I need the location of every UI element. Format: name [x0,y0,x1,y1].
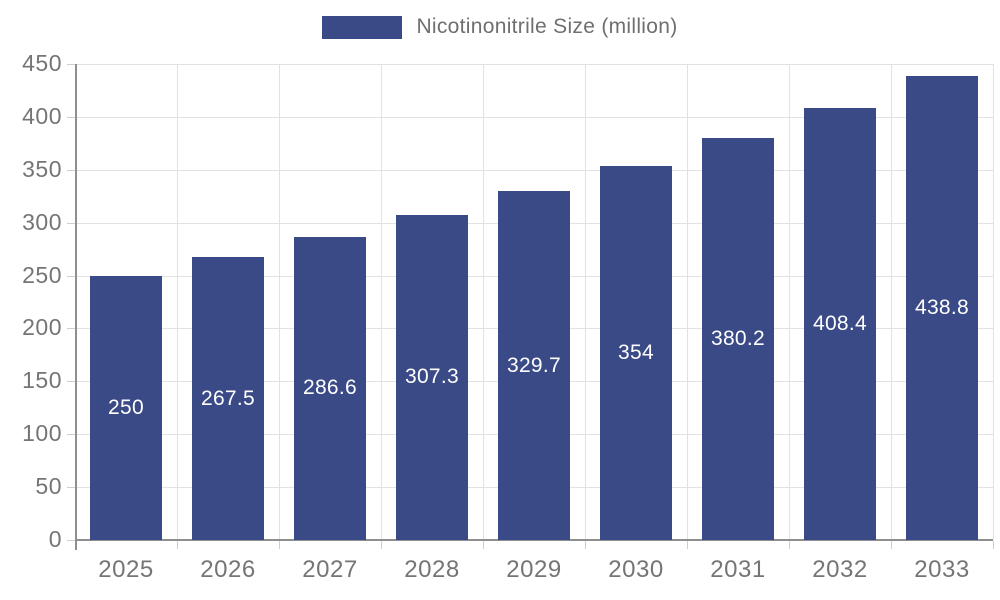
bar-value-label: 438.8 [914,295,970,319]
bar-2026[interactable]: 267.5 [192,257,264,540]
y-tick-label: 50 [35,473,62,500]
gridline-vertical [279,64,280,540]
gridline-horizontal [75,64,993,65]
x-axis-tick [483,541,484,549]
y-tick-label: 100 [22,420,62,447]
bar-value-label: 329.7 [506,353,562,377]
bar-2027[interactable]: 286.6 [294,236,366,540]
y-axis-tick [67,381,75,383]
x-axis-tick [687,541,688,549]
x-tick-label: 2030 [608,556,664,583]
x-axis-tick [891,541,892,549]
x-tick-label: 2029 [506,556,562,583]
bar-value-label: 354 [618,340,654,364]
x-tick-label: 2028 [404,556,460,583]
bar-value-label: 307.3 [404,365,460,389]
legend-swatch [322,15,403,39]
y-axis-tick [67,540,75,541]
bar-value-label: 380.2 [710,326,766,350]
bar-value-label: 408.4 [812,311,868,335]
bar-2029[interactable]: 329.7 [498,191,570,540]
y-tick-label: 450 [22,50,62,76]
legend-label: Nicotinonitrile Size (million) [416,15,678,38]
plot-area: 250 267.5 286.6 307.3 329.7 354 380.2 408.4 438.… [67,64,994,550]
gridline-horizontal [75,116,993,118]
gridline-horizontal [75,169,993,171]
y-tick-label: 0 [48,526,62,552]
y-axis-tick [67,434,75,436]
x-axis-tick [381,541,382,549]
y-axis-tick [67,64,75,65]
y-axis-tick [67,487,75,489]
y-tick-label: 400 [22,102,62,129]
gridline-vertical [585,64,586,540]
x-axis-tick [279,541,280,549]
bar-2025[interactable]: 250 [90,275,162,540]
legend[interactable]: Nicotinonitrile Size (million) [0,15,1000,39]
y-axis-tick [67,222,75,224]
gridline-vertical [789,64,790,540]
x-axis-tick [177,541,178,549]
x-axis-tick [585,541,586,549]
x-tick-label: 2031 [710,556,766,583]
gridline-vertical [483,64,484,540]
x-axis-line [75,539,993,541]
x-axis-tick [789,541,790,549]
x-tick-label: 2025 [98,556,154,583]
y-tick-label: 200 [22,314,62,341]
y-axis-tick [67,116,75,118]
y-axis-tick [67,328,75,330]
gridline-vertical [177,64,178,540]
bar-value-label: 250 [108,395,144,419]
bar-2028[interactable]: 307.3 [396,214,468,540]
y-axis-tick [67,275,75,277]
gridline-vertical [891,64,892,540]
gridline-vertical [993,64,994,540]
x-axis-tick [993,541,994,549]
bar-2033[interactable]: 438.8 [906,75,978,540]
y-tick-label: 350 [22,155,62,182]
y-tick-label: 300 [22,208,62,235]
bar-value-label: 286.6 [302,376,358,400]
y-tick-label: 250 [22,261,62,288]
y-axis-line [75,64,77,550]
x-tick-label: 2027 [302,556,358,583]
y-tick-label: 150 [22,367,62,394]
x-tick-label: 2033 [914,556,970,583]
bar-2030[interactable]: 354 [600,165,672,540]
bar-2031[interactable]: 380.2 [702,137,774,540]
gridline-vertical [687,64,688,540]
x-tick-label: 2026 [200,556,256,583]
gridline-vertical [381,64,382,540]
y-axis-tick [67,169,75,171]
x-tick-label: 2032 [812,556,868,583]
bar-value-label: 267.5 [200,386,256,410]
bar-2032[interactable]: 408.4 [804,108,876,540]
